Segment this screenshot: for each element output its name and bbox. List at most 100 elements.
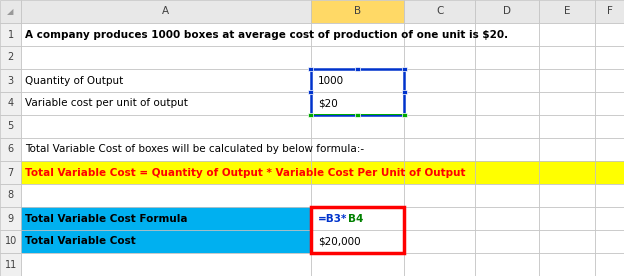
Text: D: D [504,7,511,17]
Bar [475,253,539,276]
Bar [595,0,624,23]
Bar [404,69,475,92]
Bar [0,138,21,161]
Bar [539,46,595,69]
Bar [21,253,311,276]
Bar [539,207,595,230]
Text: A company produces 1000 boxes at average cost of production of one unit is $20.: A company produces 1000 boxes at average… [25,30,508,39]
Bar [595,138,624,161]
Bar [404,207,475,230]
Bar [21,69,311,92]
Bar [595,253,624,276]
Bar [475,230,539,253]
Bar [0,46,21,69]
Bar [308,113,313,118]
Bar [311,207,404,230]
Bar [311,115,404,138]
Bar [539,230,595,253]
Bar [21,23,311,46]
Text: ◢: ◢ [7,7,14,16]
Text: Variable cost per unit of output: Variable cost per unit of output [25,99,188,108]
Bar [311,114,404,115]
Text: Quantity of Output: Quantity of Output [25,76,123,86]
Bar [404,230,475,253]
Bar [0,184,21,207]
Text: A: A [162,7,170,17]
Text: 6: 6 [7,145,14,155]
Bar [475,0,539,23]
Text: F: F [607,7,613,17]
Bar [0,161,21,184]
Bar [311,69,404,115]
Bar [539,115,595,138]
Bar [539,92,595,115]
Text: 4: 4 [7,99,14,108]
Bar [355,67,360,71]
Bar [21,92,311,115]
Bar [311,69,404,70]
Bar [475,69,539,92]
Text: Total Variable Cost Formula: Total Variable Cost Formula [25,214,187,224]
Bar [539,161,595,184]
Bar [0,230,21,253]
Text: 5: 5 [7,121,14,131]
Bar [355,113,360,118]
Text: $20,000: $20,000 [318,237,361,246]
Bar [311,0,404,23]
Text: 2: 2 [7,52,14,62]
Bar [475,138,539,161]
Bar [402,89,407,94]
Bar [21,184,311,207]
Bar [402,113,407,118]
Text: 11: 11 [4,259,17,269]
Bar [539,23,595,46]
Bar [595,46,624,69]
Bar [21,115,311,138]
Text: 8: 8 [7,190,14,200]
Bar [311,46,404,69]
Bar [0,253,21,276]
Bar [404,161,475,184]
Bar [404,138,475,161]
Bar [404,115,475,138]
Bar [404,0,475,23]
Bar [404,23,475,46]
Bar [475,92,539,115]
Text: =B3*: =B3* [318,214,348,224]
Bar [0,69,21,92]
Bar [311,207,404,253]
Text: E: E [564,7,570,17]
Text: $20: $20 [318,99,338,108]
Text: 10: 10 [4,237,17,246]
Text: 3: 3 [7,76,14,86]
Text: B: B [354,7,361,17]
Bar [539,184,595,207]
Bar [539,69,595,92]
Bar [21,0,311,23]
Text: Total Variable Cost = Quantity of Output * Variable Cost Per Unit of Output: Total Variable Cost = Quantity of Output… [25,168,466,177]
Bar [311,184,404,207]
Text: Total Variable Cost of boxes will be calculated by below formula:-: Total Variable Cost of boxes will be cal… [25,145,364,155]
Bar [539,138,595,161]
Bar [21,138,311,161]
Bar [595,230,624,253]
Bar [0,0,21,23]
Bar [0,23,21,46]
Bar [539,253,595,276]
Bar [475,207,539,230]
Bar [308,89,313,94]
Text: 1000: 1000 [318,76,344,86]
Bar [404,253,475,276]
Bar [404,46,475,69]
Bar [595,184,624,207]
Bar [0,207,21,230]
Bar [404,184,475,207]
Bar [311,23,404,46]
Bar [21,230,311,253]
Bar [595,161,624,184]
Bar [595,69,624,92]
Bar [311,92,404,115]
Bar [311,138,404,161]
Bar [0,115,21,138]
Bar [308,67,313,71]
